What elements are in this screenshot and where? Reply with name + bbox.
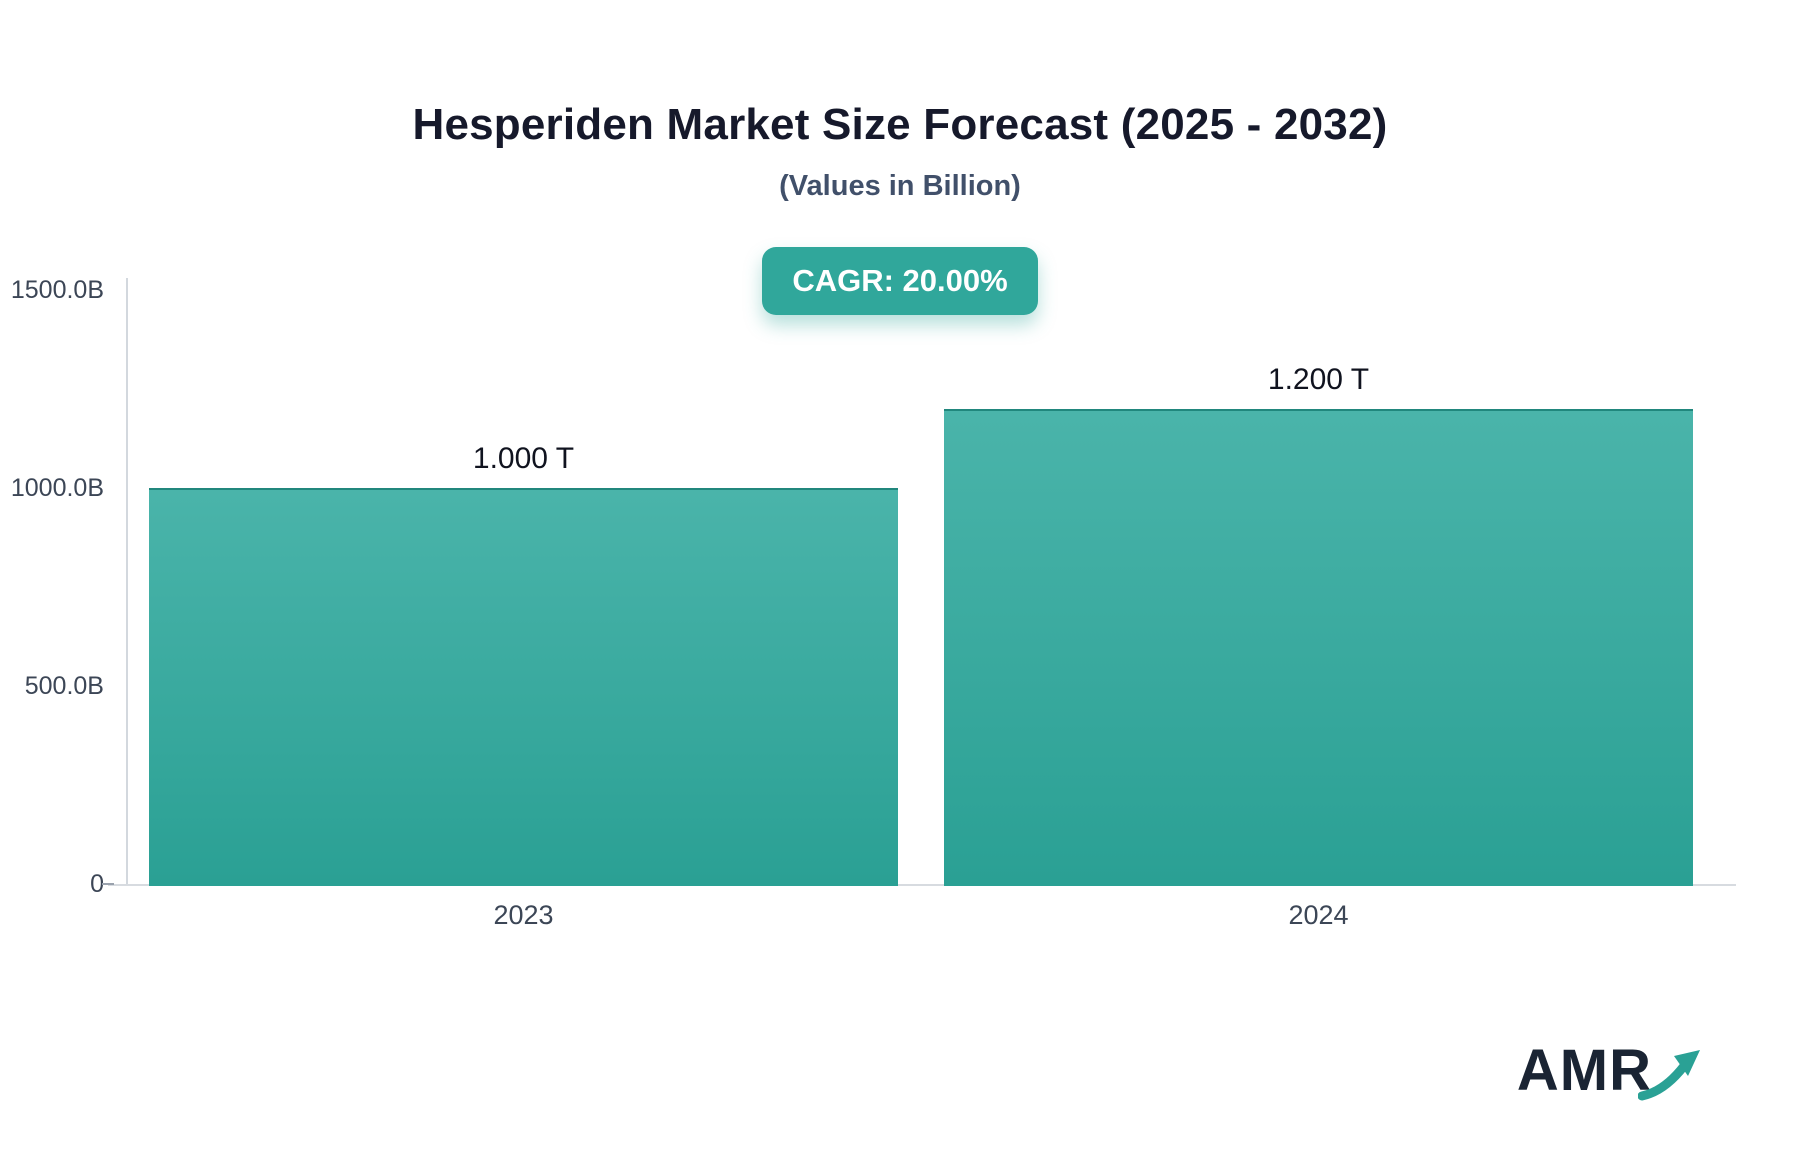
- amr-logo-text: AMR: [1516, 1038, 1652, 1103]
- chart-header: Hesperiden Market Size Forecast (2025 - …: [0, 0, 1800, 315]
- bar-value-label: 1.200 T: [1267, 362, 1370, 396]
- y-tick-mark: [102, 883, 114, 885]
- y-tick-label: 500.0B: [24, 672, 104, 700]
- bar-2023: [149, 488, 898, 886]
- cagr-badge: CAGR: 20.00%: [762, 247, 1038, 315]
- growth-arrow-icon: [1638, 1049, 1700, 1100]
- y-tick-label: 1000.0B: [10, 474, 104, 502]
- y-tick-label: 1500.0B: [10, 276, 104, 304]
- y-axis-line: [126, 278, 128, 884]
- chart-subtitle: (Values in Billion): [779, 170, 1021, 202]
- y-tick-label: 0: [90, 870, 104, 898]
- amr-logo: AMR: [1517, 1037, 1702, 1104]
- bar-2024: [944, 408, 1693, 886]
- x-axis-line: [108, 884, 1736, 886]
- chart-title: Hesperiden Market Size Forecast (2025 - …: [412, 100, 1388, 149]
- bar-value-label: 1.000 T: [472, 442, 575, 475]
- x-category-label: 2024: [1288, 900, 1349, 930]
- x-category-label: 2023: [493, 900, 554, 930]
